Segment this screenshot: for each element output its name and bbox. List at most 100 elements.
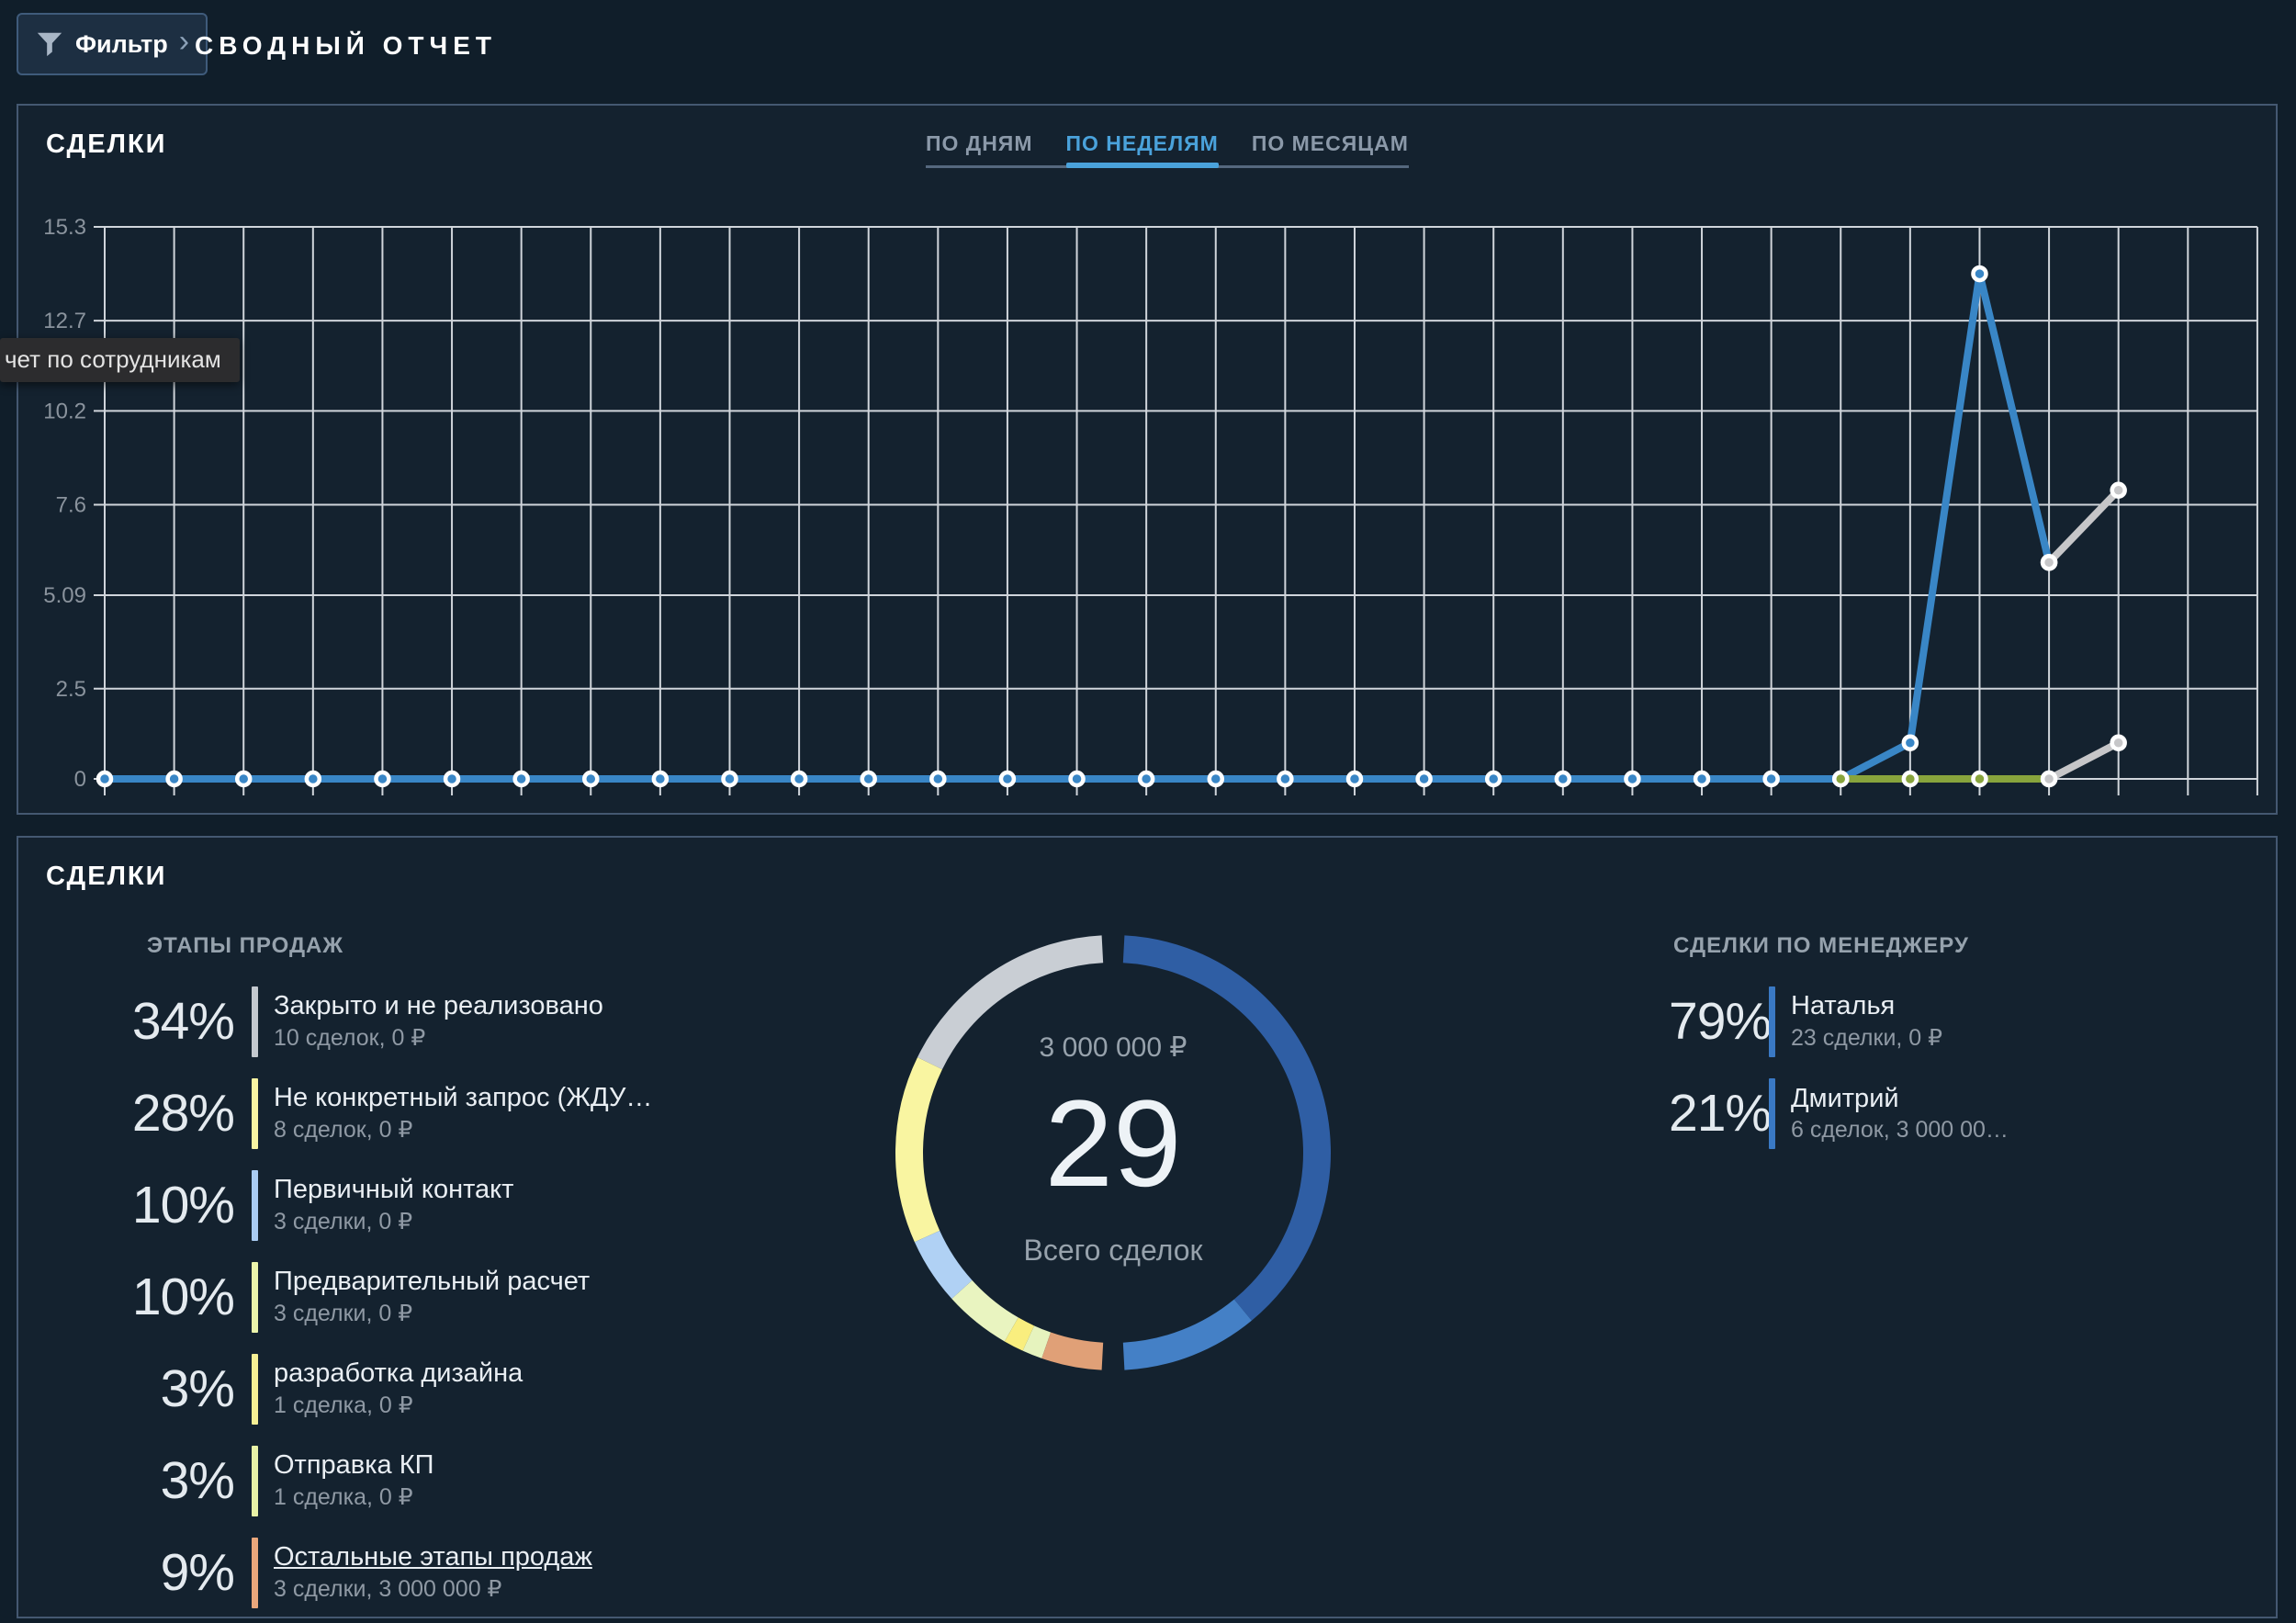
y-axis-tick-label: 0: [74, 767, 86, 792]
series-gray-lower-line: [2045, 738, 2122, 783]
series-blue-point[interactable]: [234, 770, 253, 788]
y-axis-tick-label: 2.5: [56, 677, 86, 702]
stage-item: 10% Предварительный расчет 3 сделки, 0 ₽: [37, 1251, 652, 1343]
manager-percent: 79%: [1669, 992, 1772, 1051]
donut-stage-segment-1[interactable]: [895, 1057, 943, 1243]
stage-percent: 28%: [131, 1084, 235, 1143]
deals-line-chart: 15.3 12.7 10.2 7.6 5.09 2.5 0: [43, 215, 2258, 795]
series-blue-point[interactable]: [512, 770, 530, 788]
donut-manager-segment-0[interactable]: [1122, 935, 1331, 1321]
tab-po-mesyatsam[interactable]: ПО МЕСЯЦАМ: [1251, 131, 1409, 155]
stage-sub: 8 сделок, 0 ₽: [274, 1117, 413, 1143]
series-blue-point[interactable]: [929, 770, 947, 788]
series-olive-point[interactable]: [1901, 770, 1919, 788]
manager-sub: 6 сделок, 3 000 00…: [1791, 1116, 2009, 1143]
stage-percent: 34%: [131, 992, 235, 1051]
series-blue-point[interactable]: [582, 770, 600, 788]
managers-heading: СДЕЛКИ ПО МЕНЕДЖЕРУ: [1673, 933, 1969, 958]
topbar: Фильтр › СВОДНЫЙ ОТЧЕТ: [0, 0, 2296, 104]
donut-stage-segment-2[interactable]: [914, 1230, 973, 1300]
stage-sub: 3 сделки, 3 000 000 ₽: [274, 1576, 502, 1602]
y-axis-tick-label: 5.09: [43, 583, 86, 608]
stage-sub: 10 сделок, 0 ₽: [274, 1025, 426, 1051]
donut-stage-segment-4[interactable]: [1004, 1317, 1035, 1351]
stage-label: Не конкретный запрос (ЖДУ…: [274, 1083, 653, 1112]
series-blue-point[interactable]: [1484, 770, 1503, 788]
series-blue-point[interactable]: [304, 770, 322, 788]
stages-heading: ЭТАПЫ ПРОДАЖ: [147, 933, 344, 958]
chevron-right-icon: ›: [178, 24, 190, 59]
deals-summary-panel: СДЕЛКИ ЭТАПЫ ПРОДАЖ 34% Закрыто и не реал…: [17, 836, 2278, 1618]
series-blue-point[interactable]: [1762, 770, 1780, 788]
stage-percent: 3%: [160, 1359, 235, 1418]
tab-po-nedelyam[interactable]: ПО НЕДЕЛЯМ: [1065, 131, 1220, 168]
tab-po-dnyam[interactable]: ПО ДНЯМ: [926, 131, 1033, 155]
donut-stage-segment-5[interactable]: [1022, 1325, 1052, 1358]
stage-percent: 10%: [131, 1268, 235, 1326]
series-blue-point[interactable]: [1554, 770, 1572, 788]
manager-color-bar: [1769, 1077, 1775, 1149]
y-axis-tick-label: 15.3: [43, 215, 86, 240]
series-blue-point[interactable]: [443, 770, 461, 788]
manager-item: 79% Наталья 23 сделки, 0 ₽: [1669, 975, 2009, 1067]
stage-color-bar: [252, 1353, 258, 1425]
filter-funnel-icon: [37, 32, 62, 57]
filter-button-label: Фильтр: [75, 29, 168, 58]
series-blue-point[interactable]: [721, 770, 738, 788]
page-title: СВОДНЫЙ ОТЧЕТ: [195, 31, 497, 60]
filter-button[interactable]: Фильтр ›: [17, 13, 208, 75]
donut-stage-segment-0[interactable]: [917, 935, 1104, 1070]
series-blue-point[interactable]: [1624, 770, 1641, 788]
series-blue-point[interactable]: [860, 770, 877, 788]
manager-item: 21% Дмитрий 6 сделок, 3 000 00…: [1669, 1067, 2009, 1159]
series-blue-point[interactable]: [1137, 770, 1155, 788]
stage-sub: 1 сделка, 0 ₽: [274, 1392, 413, 1418]
managers-list: 79% Наталья 23 сделки, 0 ₽ 21% Дмитрий 6 сдел…: [1669, 975, 2009, 1159]
manager-percent: 21%: [1669, 1084, 1772, 1143]
series-blue-point[interactable]: [1345, 770, 1364, 788]
y-axis-tick-label: 10.2: [43, 399, 86, 423]
donut-manager-segment-1[interactable]: [1122, 1299, 1252, 1370]
stage-label: разработка дизайна: [274, 1358, 523, 1388]
stage-label: Отправка КП: [274, 1450, 434, 1480]
series-blue-point[interactable]: [1068, 770, 1086, 788]
manager-label: Дмитрий: [1791, 1083, 1899, 1113]
y-axis-tick-label: 12.7: [43, 309, 86, 333]
stage-color-bar: [252, 1445, 258, 1516]
series-gray-upper-point[interactable]: [2110, 481, 2127, 500]
series-blue-point[interactable]: [1901, 734, 1919, 751]
series-blue-point[interactable]: [1693, 770, 1711, 788]
series-blue-point[interactable]: [96, 770, 114, 788]
series-blue-point[interactable]: [651, 770, 670, 788]
series-blue-point[interactable]: [1207, 770, 1225, 788]
series-blue-point[interactable]: [1415, 770, 1433, 788]
stage-label[interactable]: Остальные этапы продаж: [274, 1542, 592, 1572]
series-blue-point[interactable]: [1277, 770, 1294, 788]
donut-stage-segment-3[interactable]: [951, 1279, 1019, 1342]
stage-item: 9% Остальные этапы продаж 3 сделки, 3 000 …: [37, 1527, 652, 1618]
chart-panel-title: СДЕЛКИ: [46, 130, 167, 159]
stage-sub: 3 сделки, 0 ₽: [274, 1209, 413, 1234]
series-gray-lower-point[interactable]: [2040, 770, 2058, 788]
report-tooltip-text: чет по сотрудникам: [5, 345, 221, 373]
stage-color-bar: [252, 1169, 258, 1241]
donut-stage-segment-6[interactable]: [1041, 1332, 1104, 1370]
summary-panel-title: СДЕЛКИ: [46, 862, 167, 891]
stage-item: 3% Отправка КП 1 сделка, 0 ₽: [37, 1435, 652, 1527]
stage-item: 10% Первичный контакт 3 сделки, 0 ₽: [37, 1159, 652, 1251]
series-blue-point[interactable]: [1971, 265, 1988, 283]
series-gray-upper-point[interactable]: [2040, 554, 2058, 571]
stage-item: 28% Не конкретный запрос (ЖДУ… 8 сделок, 0…: [37, 1067, 652, 1159]
series-blue-point[interactable]: [998, 770, 1017, 788]
series-blue-point[interactable]: [165, 770, 183, 788]
chart-grid: [94, 226, 2258, 795]
stage-label: Первичный контакт: [274, 1175, 514, 1204]
deals-chart-panel: СДЕЛКИ ПО ДНЯМ ПО НЕДЕЛЯМ ПО МЕСЯЦАМ 15.3 1…: [17, 104, 2278, 815]
series-olive-point[interactable]: [1971, 770, 1988, 788]
series-gray-lower-point[interactable]: [2110, 734, 2127, 751]
series-blue-point[interactable]: [374, 770, 391, 788]
series-blue-point[interactable]: [790, 770, 808, 788]
stage-item: 3% разработка дизайна 1 сделка, 0 ₽: [37, 1343, 652, 1435]
series-olive-point[interactable]: [1832, 770, 1850, 788]
series-gray-upper-line: [2045, 486, 2122, 567]
